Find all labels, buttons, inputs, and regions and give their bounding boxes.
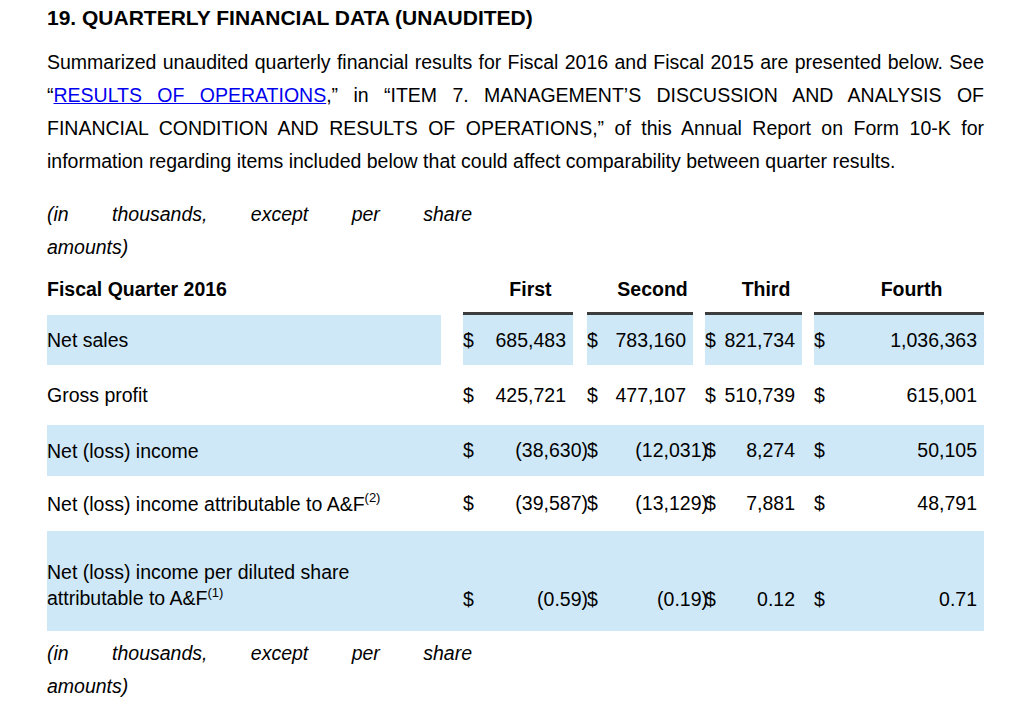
- cell-value: (0.19): [657, 588, 708, 611]
- currency-symbol: $: [587, 492, 598, 515]
- table-row: Net (loss) income $(38,630) $(12,031) $8…: [47, 425, 984, 476]
- row-value-cell-fourth: $48,791: [814, 476, 984, 531]
- row-label-text: Net sales: [47, 329, 128, 351]
- row-label-text: Net (loss) income: [47, 440, 199, 462]
- row-value-cell-first: $(39,587): [463, 476, 573, 531]
- section-heading: 19. QUARTERLY FINANCIAL DATA (UNAUDITED): [47, 6, 984, 30]
- units-note-line-1: (in thousands, except per share: [47, 198, 472, 231]
- units-note-line-2: amounts): [47, 231, 472, 264]
- cell-value: 7,881: [746, 492, 802, 515]
- column-header-third: Third: [705, 278, 802, 315]
- cell-value: 1,036,363: [890, 329, 984, 352]
- currency-symbol: $: [705, 492, 716, 515]
- currency-symbol: $: [587, 329, 598, 352]
- currency-symbol: $: [463, 329, 474, 352]
- column-header-fourth: Fourth: [814, 278, 984, 315]
- row-value-cell-third: $0.12: [705, 588, 802, 611]
- row-value-cell-second: $(0.19): [587, 588, 693, 611]
- row-value-cell-first: $425,721: [463, 365, 573, 425]
- cell-value: 8,274: [746, 439, 802, 462]
- footer-units-note-line-2: amounts): [47, 670, 472, 703]
- row-value-cell-first: $685,483: [463, 315, 573, 365]
- cell-value: (0.59): [537, 588, 588, 611]
- row-value-cell-second: $(12,031): [587, 425, 693, 476]
- currency-symbol: $: [705, 329, 716, 352]
- footnote-reference: (1): [207, 585, 223, 600]
- currency-symbol: $: [463, 439, 474, 462]
- currency-symbol: $: [705, 384, 716, 407]
- row-value-cell-third: $8,274: [705, 425, 802, 476]
- row-value-cell-fourth: $50,105: [814, 425, 984, 476]
- row-label-text: Net (loss) income attributable to A&F: [47, 493, 365, 515]
- currency-symbol: $: [587, 588, 598, 611]
- cell-value: 477,107: [616, 384, 694, 407]
- row-value-cell-third: $510,739: [705, 365, 802, 425]
- quarterly-financial-table: Fiscal Quarter 2016 First Second Third F…: [47, 278, 984, 631]
- column-header-second: Second: [587, 278, 693, 315]
- intro-paragraph: Summarized unaudited quarterly financial…: [47, 46, 984, 178]
- currency-symbol: $: [814, 329, 825, 352]
- row-label: Net sales: [47, 315, 441, 365]
- cell-value: 425,721: [496, 384, 574, 407]
- column-header-first: First: [463, 278, 573, 315]
- row-label-text: Gross profit: [47, 384, 148, 406]
- row-label: Net (loss) income: [47, 425, 441, 476]
- table-row: Gross profit $425,721 $477,107 $510,739 …: [47, 365, 984, 425]
- cell-value: 50,105: [917, 439, 984, 462]
- currency-symbol: $: [587, 384, 598, 407]
- table-header-row: Fiscal Quarter 2016 First Second Third F…: [47, 278, 984, 315]
- row-value-cell-fourth: $0.71: [814, 588, 984, 611]
- cell-value: 783,160: [616, 329, 694, 352]
- cell-value: (12,031): [635, 439, 708, 462]
- row-label: Gross profit: [47, 365, 441, 425]
- row-label: Net (loss) income per diluted share attr…: [47, 559, 441, 611]
- table-row: Net (loss) income per diluted share attr…: [47, 531, 984, 631]
- currency-symbol: $: [814, 492, 825, 515]
- units-note: (in thousands, except per share amounts): [47, 198, 472, 264]
- row-value-cell-second: $783,160: [587, 315, 693, 365]
- cell-value: (38,630): [515, 439, 588, 462]
- cell-value: 48,791: [917, 492, 984, 515]
- cell-value: 510,739: [725, 384, 803, 407]
- cell-value: 821,734: [725, 329, 803, 352]
- table-title: Fiscal Quarter 2016: [47, 278, 441, 315]
- row-value-cell-second: $477,107: [587, 365, 693, 425]
- row-value-cell-third: $7,881: [705, 476, 802, 531]
- results-of-operations-link[interactable]: RESULTS OF OPERATIONS: [54, 84, 327, 106]
- table-body: Net sales $685,483 $783,160 $821,734 $1,…: [47, 315, 984, 631]
- cell-value: 685,483: [496, 329, 574, 352]
- footnote-reference: (2): [365, 490, 381, 505]
- currency-symbol: $: [463, 588, 474, 611]
- row-value-cell-fourth: $615,001: [814, 365, 984, 425]
- table-row: Net (loss) income attributable to A&F(2)…: [47, 476, 984, 531]
- row-value-cell-first: $(0.59): [463, 588, 573, 611]
- currency-symbol: $: [587, 439, 598, 462]
- row-value-cell-first: $(38,630): [463, 425, 573, 476]
- row-value-cell-fourth: $1,036,363: [814, 315, 984, 365]
- currency-symbol: $: [463, 492, 474, 515]
- cell-value: 0.12: [757, 588, 802, 611]
- currency-symbol: $: [705, 588, 716, 611]
- row-value-cell-third: $821,734: [705, 315, 802, 365]
- footer-units-note: (in thousands, except per share amounts): [47, 637, 472, 703]
- footer-units-note-line-1: (in thousands, except per share: [47, 637, 472, 670]
- row-label: Net (loss) income attributable to A&F(2): [47, 476, 441, 531]
- currency-symbol: $: [814, 384, 825, 407]
- financial-report-page: 19. QUARTERLY FINANCIAL DATA (UNAUDITED)…: [47, 6, 984, 711]
- cell-value: (13,129): [635, 492, 708, 515]
- currency-symbol: $: [463, 384, 474, 407]
- cell-value: (39,587): [515, 492, 588, 515]
- currency-symbol: $: [814, 588, 825, 611]
- row-label-text: Net (loss) income per diluted share attr…: [47, 561, 349, 609]
- currency-symbol: $: [814, 439, 825, 462]
- currency-symbol: $: [705, 439, 716, 462]
- table-row: Net sales $685,483 $783,160 $821,734 $1,…: [47, 315, 984, 365]
- row-value-cell-second: $(13,129): [587, 476, 693, 531]
- cell-value: 615,001: [907, 384, 985, 407]
- cell-value: 0.71: [939, 588, 984, 611]
